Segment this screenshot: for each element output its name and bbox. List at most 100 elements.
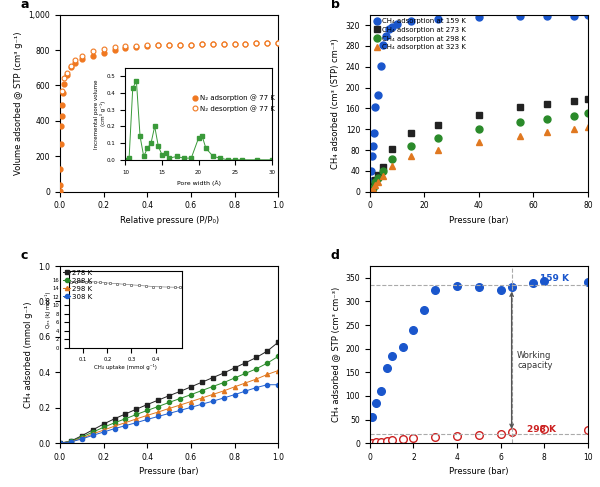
N₂ adsorption @ 77 K bbox=[59, 102, 66, 108]
CH₄ adsorption at 298 K bbox=[584, 110, 592, 115]
N₂ adsorption @ 77 K bbox=[166, 42, 173, 48]
288 K bbox=[56, 440, 64, 446]
N₂ adsorption @ 77 K bbox=[263, 40, 271, 46]
CH₄ adsorption at 273 K bbox=[369, 184, 376, 189]
CH₄ adsorption at 159 K bbox=[475, 14, 482, 20]
N₂ desorption @ 77 K bbox=[166, 42, 173, 48]
278 K bbox=[187, 384, 194, 390]
N₂ desorption @ 77 K bbox=[61, 75, 68, 81]
288 K bbox=[111, 420, 118, 426]
288 K bbox=[187, 392, 194, 397]
308 K bbox=[100, 429, 107, 435]
298 K bbox=[111, 423, 118, 429]
Legend: 278 K, 288 K, 298 K, 308 K: 278 K, 288 K, 298 K, 308 K bbox=[64, 269, 92, 300]
CH₄ adsorption at 273 K bbox=[475, 112, 482, 117]
CH₄ adsorption at 159 K bbox=[394, 21, 401, 27]
288 K bbox=[253, 366, 260, 372]
CH₄ adsorption at 298 K bbox=[475, 126, 482, 132]
278 K bbox=[209, 375, 217, 380]
Line: CH₄ adsorption at 159 K: CH₄ adsorption at 159 K bbox=[367, 12, 592, 191]
N₂ desorption @ 77 K bbox=[220, 41, 227, 47]
CH₄ adsorption at 159 K bbox=[367, 178, 374, 184]
298 K bbox=[133, 416, 140, 422]
Text: b: b bbox=[331, 0, 340, 11]
288 K bbox=[275, 354, 282, 359]
278 K bbox=[155, 397, 162, 403]
288 K bbox=[263, 360, 271, 366]
298 K bbox=[78, 435, 85, 441]
308 K bbox=[231, 392, 238, 397]
N₂ desorption @ 77 K bbox=[231, 41, 238, 47]
X-axis label: Pressure (bar): Pressure (bar) bbox=[139, 468, 199, 476]
308 K bbox=[143, 416, 151, 422]
N₂ adsorption @ 77 K bbox=[209, 41, 217, 47]
N₂ desorption @ 77 K bbox=[242, 41, 249, 47]
278 K bbox=[111, 416, 118, 422]
CH₄ adsorption at 298 K bbox=[388, 156, 395, 162]
N₂ adsorption @ 77 K bbox=[242, 41, 249, 47]
N₂ desorption @ 77 K bbox=[100, 46, 107, 52]
N₂ adsorption @ 77 K bbox=[198, 41, 205, 47]
N₂ adsorption @ 77 K bbox=[155, 42, 162, 48]
N₂ desorption @ 77 K bbox=[63, 70, 70, 76]
N₂ desorption @ 77 K bbox=[59, 88, 66, 94]
288 K bbox=[78, 434, 85, 440]
298 K bbox=[198, 395, 205, 401]
278 K bbox=[220, 370, 227, 376]
288 K bbox=[198, 388, 205, 393]
278 K bbox=[89, 427, 97, 433]
298 K bbox=[242, 380, 249, 386]
CH₄ adsorption at 159 K bbox=[377, 63, 385, 69]
278 K bbox=[78, 433, 85, 439]
N₂ adsorption @ 77 K bbox=[143, 43, 151, 49]
308 K bbox=[133, 420, 140, 426]
N₂ adsorption @ 77 K bbox=[56, 188, 64, 194]
288 K bbox=[155, 404, 162, 410]
298 K bbox=[187, 399, 194, 405]
278 K bbox=[253, 355, 260, 360]
Legend: CH₄ adsorption at 159 K, CH₄ adsorption at 273 K, CH₄ adsorption at 298 K, CH₄ a: CH₄ adsorption at 159 K, CH₄ adsorption … bbox=[373, 18, 466, 51]
CH₄ adsorption at 159 K bbox=[383, 34, 390, 39]
CH₄ adsorption at 159 K bbox=[367, 185, 374, 190]
N₂ adsorption @ 77 K bbox=[220, 41, 227, 47]
278 K bbox=[231, 365, 238, 371]
Text: a: a bbox=[21, 0, 29, 11]
Line: 298 K: 298 K bbox=[58, 369, 280, 445]
Text: Working
capacity: Working capacity bbox=[517, 351, 553, 370]
CH₄ adsorption at 323 K bbox=[544, 129, 551, 135]
308 K bbox=[166, 411, 173, 416]
Text: d: d bbox=[331, 249, 340, 262]
N₂ adsorption @ 77 K bbox=[89, 53, 97, 58]
298 K bbox=[155, 409, 162, 415]
N₂ desorption @ 77 K bbox=[187, 41, 194, 47]
N₂ adsorption @ 77 K bbox=[231, 41, 238, 47]
CH₄ adsorption at 298 K bbox=[571, 112, 578, 118]
CH₄ adsorption at 273 K bbox=[371, 177, 379, 183]
N₂ adsorption @ 77 K bbox=[61, 81, 68, 87]
308 K bbox=[78, 436, 85, 442]
CH₄ adsorption at 323 K bbox=[369, 186, 376, 191]
N₂ desorption @ 77 K bbox=[209, 41, 217, 47]
CH₄ adsorption at 159 K bbox=[584, 12, 592, 18]
N₂ desorption @ 77 K bbox=[71, 57, 79, 63]
Y-axis label: CH₄ adsorbed (cm³ (STP) cm⁻³): CH₄ adsorbed (cm³ (STP) cm⁻³) bbox=[331, 38, 340, 169]
N₂ adsorption @ 77 K bbox=[111, 47, 118, 53]
288 K bbox=[176, 395, 184, 401]
CH₄ adsorption at 159 K bbox=[407, 19, 415, 24]
CH₄ adsorption at 159 K bbox=[370, 131, 377, 136]
Line: CH₄ adsorption at 323 K: CH₄ adsorption at 323 K bbox=[368, 123, 592, 194]
288 K bbox=[122, 416, 129, 422]
CH₄ adsorption at 298 K bbox=[516, 119, 523, 125]
308 K bbox=[253, 385, 260, 391]
CH₄ adsorption at 273 K bbox=[584, 96, 592, 102]
CH₄ adsorption at 273 K bbox=[516, 104, 523, 110]
CH₄ adsorption at 159 K bbox=[380, 42, 387, 48]
N₂ adsorption @ 77 K bbox=[253, 40, 260, 46]
278 K bbox=[122, 411, 129, 417]
288 K bbox=[209, 384, 217, 390]
298 K bbox=[209, 392, 217, 397]
278 K bbox=[100, 421, 107, 427]
Line: N₂ adsorption @ 77 K: N₂ adsorption @ 77 K bbox=[58, 41, 281, 193]
N₂ adsorption @ 77 K bbox=[67, 64, 74, 70]
CH₄ adsorption at 298 K bbox=[434, 135, 442, 141]
